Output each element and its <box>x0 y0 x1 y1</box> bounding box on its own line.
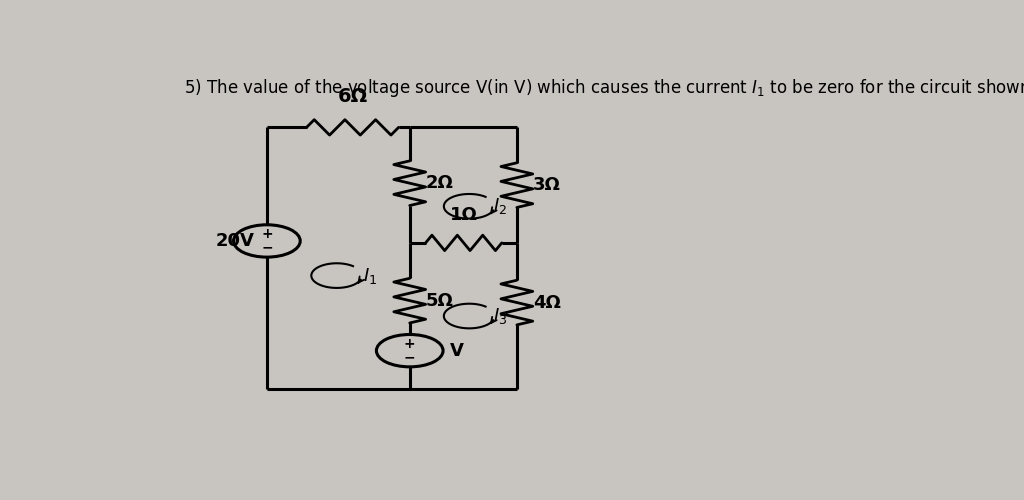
Text: $I_1$: $I_1$ <box>362 266 377 285</box>
Text: 1Ω: 1Ω <box>450 206 477 224</box>
Text: 2Ω: 2Ω <box>426 174 454 192</box>
Text: +: + <box>261 227 272 241</box>
Text: V: V <box>450 342 463 359</box>
Text: −: − <box>261 240 272 254</box>
Text: 6Ω: 6Ω <box>338 87 368 106</box>
Text: 20V: 20V <box>216 232 255 250</box>
Text: 5) The value of the voltage source V(in V) which causes the current $I_1$ to be : 5) The value of the voltage source V(in … <box>183 78 1024 99</box>
Text: 4Ω: 4Ω <box>532 294 560 312</box>
Text: $I_3$: $I_3$ <box>494 306 507 326</box>
Text: +: + <box>403 337 416 351</box>
Text: $I_2$: $I_2$ <box>494 196 507 216</box>
Text: 5Ω: 5Ω <box>426 292 454 310</box>
Text: 3Ω: 3Ω <box>532 176 560 194</box>
Text: −: − <box>403 350 416 364</box>
